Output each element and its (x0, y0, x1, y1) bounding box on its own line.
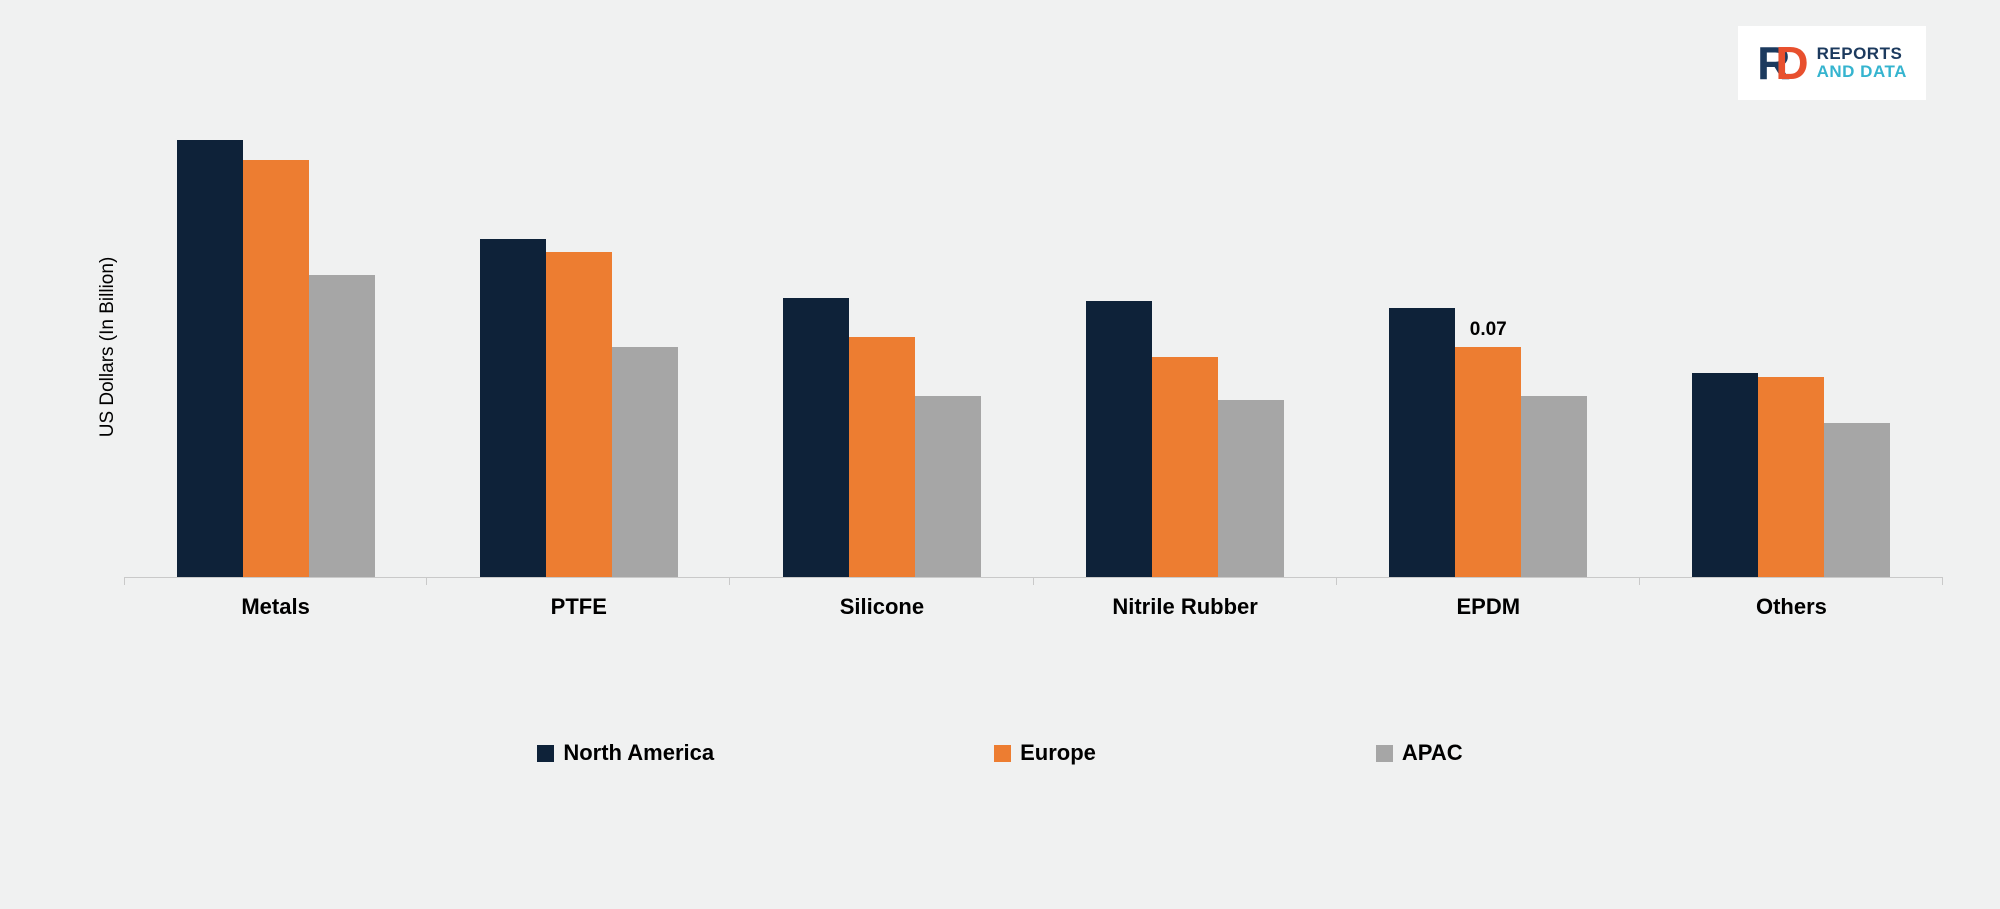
category-label-others: Others (1755, 594, 1827, 619)
bar-group-epdm: 0.07 (1336, 117, 1641, 585)
legend-swatch-north-america (537, 744, 555, 762)
legend-item-apac: APAC (1375, 740, 1463, 766)
legend-label-apac: APAC (1401, 740, 1463, 765)
legend-swatch-apac (1375, 744, 1393, 762)
logo-letter-r: R (1757, 37, 1791, 89)
bar-apac-nitrile-rubber (1218, 399, 1285, 577)
rd-logo-icon: R D (1757, 40, 1808, 86)
bar-apac-silicone (914, 396, 981, 577)
legend: North America Europe APAC (0, 740, 2000, 766)
bar-apac-ptfe (611, 347, 678, 577)
bar-north-america-ptfe (479, 238, 546, 577)
bar-north-america-metals (176, 140, 243, 577)
bar-north-america-epdm (1389, 307, 1456, 577)
category-label-nitrile-rubber: Nitrile Rubber (1112, 594, 1258, 619)
bar-north-america-nitrile-rubber (1086, 301, 1153, 577)
category-label-ptfe: PTFE (550, 594, 607, 619)
bar-europe-ptfe (545, 251, 612, 577)
category-group-others: Others (1639, 117, 1944, 620)
reports-and-data-logo: R D REPORTS AND DATA (1738, 26, 1926, 100)
legend-label-europe: Europe (1020, 740, 1096, 765)
bar-apac-epdm (1521, 396, 1588, 577)
bar-group-ptfe (427, 117, 731, 585)
bar-group-silicone (730, 117, 1034, 585)
data-label-europe-epdm: 0.07 (1469, 319, 1507, 340)
category-label-metals: Metals (241, 594, 310, 619)
logo-line2: AND DATA (1816, 62, 1907, 81)
logo-text: REPORTS AND DATA (1817, 45, 1907, 81)
y-axis-label: US Dollars (In Billion) (97, 256, 118, 438)
bar-europe-nitrile-rubber (1152, 356, 1219, 577)
category-label-silicone: Silicone (839, 594, 925, 619)
legend-item-europe: Europe (994, 740, 1096, 766)
category-group-epdm: 0.07 EPDM (1336, 117, 1641, 620)
bar-north-america-silicone (782, 297, 849, 577)
legend-label-north-america: North America (563, 740, 715, 765)
category-label-epdm: EPDM (1456, 594, 1521, 619)
bar-group-others (1639, 117, 1944, 585)
category-group-ptfe: PTFE (427, 117, 731, 620)
bar-group-metals (124, 117, 428, 585)
plot-area: Metals PTFE Silicone Nitrile Rubber 0.07 EPDM… (124, 117, 1944, 620)
bar-europe-metals (242, 159, 309, 577)
logo-letter-d: D (1775, 37, 1809, 89)
legend-item-north-america: North America (537, 740, 714, 766)
bar-apac-metals (308, 274, 375, 577)
legend-swatch-europe (994, 744, 1012, 762)
bar-group-nitrile-rubber (1033, 117, 1337, 585)
bar-europe-silicone (848, 337, 915, 577)
logo-line1: REPORTS (1816, 44, 1903, 64)
category-group-silicone: Silicone (730, 117, 1034, 620)
bar-north-america-others (1692, 373, 1759, 577)
bar-europe-others (1758, 376, 1825, 577)
category-group-nitrile-rubber: Nitrile Rubber (1033, 117, 1337, 620)
bar-apac-others (1824, 422, 1891, 577)
category-group-metals: Metals (124, 117, 428, 620)
bar-europe-epdm: 0.07 (1455, 319, 1522, 577)
